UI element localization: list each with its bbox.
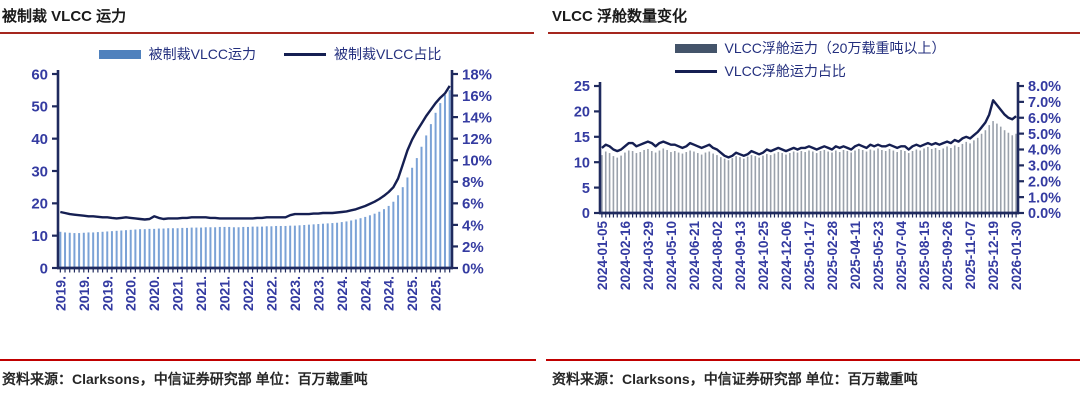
page-title-right: VLCC 浮舱数量变化 (548, 3, 1080, 34)
svg-text:12%: 12% (462, 131, 492, 148)
svg-text:25: 25 (574, 79, 590, 95)
svg-text:2021.: 2021. (217, 276, 233, 311)
footer-divider-right (546, 359, 1080, 361)
legend-item: VLCC浮舱运力（20万载重吨以上） (674, 38, 946, 58)
legend-right: VLCC浮舱运力（20万载重吨以上） VLCC浮舱运力占比 (674, 38, 946, 81)
svg-text:14%: 14% (462, 110, 492, 127)
svg-text:4.0%: 4.0% (1028, 143, 1061, 159)
svg-text:2025-11-07: 2025-11-07 (963, 221, 978, 289)
svg-text:2025.: 2025. (404, 276, 420, 311)
svg-text:2024-10-25: 2024-10-25 (756, 221, 771, 291)
svg-text:2%: 2% (462, 239, 484, 256)
svg-text:2025-08-15: 2025-08-15 (917, 221, 932, 291)
bar-swatch-icon (98, 49, 141, 59)
svg-text:2023.: 2023. (287, 276, 303, 311)
svg-text:7.0%: 7.0% (1028, 95, 1061, 111)
svg-text:2020.: 2020. (146, 276, 162, 311)
svg-text:2024-02-16: 2024-02-16 (618, 221, 633, 291)
svg-text:8.0%: 8.0% (1028, 79, 1061, 95)
svg-text:2019.: 2019. (76, 276, 92, 311)
legend-left: 被制裁VLCC运力 被制裁VLCC占比 (0, 44, 540, 64)
svg-text:2024-05-10: 2024-05-10 (664, 221, 679, 290)
sanctioned-vlcc-panel: 被制裁 VLCC 运力 被制裁VLCC运力 被制裁VLCC占比 0 10 20 30 40… (0, 3, 540, 387)
svg-text:2.0%: 2.0% (1028, 174, 1061, 190)
svg-text:2019.: 2019. (52, 276, 68, 311)
svg-text:2022.: 2022. (263, 276, 279, 311)
svg-text:0: 0 (582, 206, 590, 222)
legend-item: 被制裁VLCC运力 (98, 44, 256, 64)
svg-text:1.0%: 1.0% (1028, 190, 1061, 206)
legend-label: VLCC浮舱运力（20万载重吨以上） (724, 40, 946, 56)
legend-label: 被制裁VLCC运力 (148, 46, 256, 62)
legend-label: VLCC浮舱运力占比 (724, 63, 846, 79)
svg-text:2019.: 2019. (99, 276, 115, 311)
svg-text:15: 15 (574, 130, 590, 146)
svg-text:2024.: 2024. (334, 276, 350, 311)
svg-text:2024.: 2024. (381, 276, 397, 311)
source-note-right: 资料来源：Clarksons，中信证券研究部 单位：百万载重吨 (552, 371, 918, 387)
svg-text:2025.: 2025. (428, 276, 444, 311)
svg-text:6.0%: 6.0% (1028, 111, 1061, 127)
svg-text:20: 20 (31, 196, 48, 213)
page-title-left: 被制裁 VLCC 运力 (0, 3, 534, 34)
svg-text:2021.: 2021. (170, 276, 186, 311)
vlcc-floating-storage-combo-chart: 0 5 10 15 20 25 0.0%1.0%2.0%3.0%4.0%5.0%6.0%7.… (574, 79, 1061, 291)
svg-text:2022.: 2022. (240, 276, 256, 311)
source-note-left: 资料来源：Clarksons，中信证券研究部 单位：百万载重吨 (2, 371, 368, 387)
svg-text:30: 30 (31, 163, 48, 180)
svg-text:40: 40 (31, 131, 48, 148)
legend-label: 被制裁VLCC占比 (334, 46, 442, 62)
svg-text:2020.: 2020. (123, 276, 139, 311)
svg-text:18%: 18% (462, 66, 492, 83)
svg-text:6%: 6% (462, 196, 484, 213)
svg-text:50: 50 (31, 99, 48, 116)
sanctioned-vlcc-combo-chart: 0 10 20 30 40 50 60 0% 2% 4% 6% 8% 10% 12% 14% 16% 18% 20… (31, 66, 492, 311)
svg-text:2024-08-02: 2024-08-02 (710, 221, 725, 290)
svg-text:2024-03-29: 2024-03-29 (641, 221, 656, 290)
legend-item: 被制裁VLCC占比 (284, 44, 441, 64)
svg-text:2021.: 2021. (193, 276, 209, 311)
svg-text:2024.: 2024. (357, 276, 373, 311)
svg-text:0.0%: 0.0% (1028, 206, 1061, 222)
svg-text:20: 20 (574, 105, 590, 121)
svg-text:60: 60 (31, 66, 48, 83)
svg-text:2024-09-13: 2024-09-13 (733, 221, 748, 291)
svg-text:2024-12-06: 2024-12-06 (779, 221, 794, 291)
legend-item: VLCC浮舱运力占比 (674, 61, 846, 81)
svg-text:2025-01-17: 2025-01-17 (802, 221, 817, 290)
bar-swatch-icon (674, 43, 717, 53)
svg-text:10%: 10% (462, 153, 492, 170)
svg-text:2025-09-26: 2025-09-26 (940, 221, 955, 291)
svg-text:2025-07-04: 2025-07-04 (894, 221, 909, 291)
svg-text:5: 5 (582, 181, 590, 197)
svg-text:3.0%: 3.0% (1028, 159, 1061, 175)
svg-text:8%: 8% (462, 174, 484, 191)
svg-text:2026-01-30: 2026-01-30 (1009, 221, 1024, 290)
svg-text:5.0%: 5.0% (1028, 127, 1061, 143)
footer-divider-left (0, 359, 536, 361)
svg-text:2025-05-23: 2025-05-23 (871, 221, 886, 291)
svg-text:10: 10 (31, 228, 48, 245)
svg-text:2024-06-21: 2024-06-21 (687, 221, 702, 291)
svg-text:2025-04-11: 2025-04-11 (848, 221, 863, 290)
svg-text:0: 0 (40, 260, 48, 277)
svg-text:2024-01-05: 2024-01-05 (595, 221, 610, 291)
svg-text:0%: 0% (462, 260, 484, 277)
svg-text:16%: 16% (462, 88, 492, 105)
svg-text:2025-02-28: 2025-02-28 (825, 221, 840, 291)
line-swatch-icon (674, 69, 717, 73)
svg-text:10: 10 (574, 155, 590, 171)
svg-text:2023.: 2023. (310, 276, 326, 311)
svg-text:2025-12-19: 2025-12-19 (986, 221, 1001, 290)
svg-text:4%: 4% (462, 217, 484, 234)
floating-storage-panel: VLCC 浮舱数量变化 VLCC浮舱运力（20万载重吨以上） VLCC浮舱运力占比… (540, 0, 1080, 401)
line-swatch-icon (284, 52, 326, 56)
